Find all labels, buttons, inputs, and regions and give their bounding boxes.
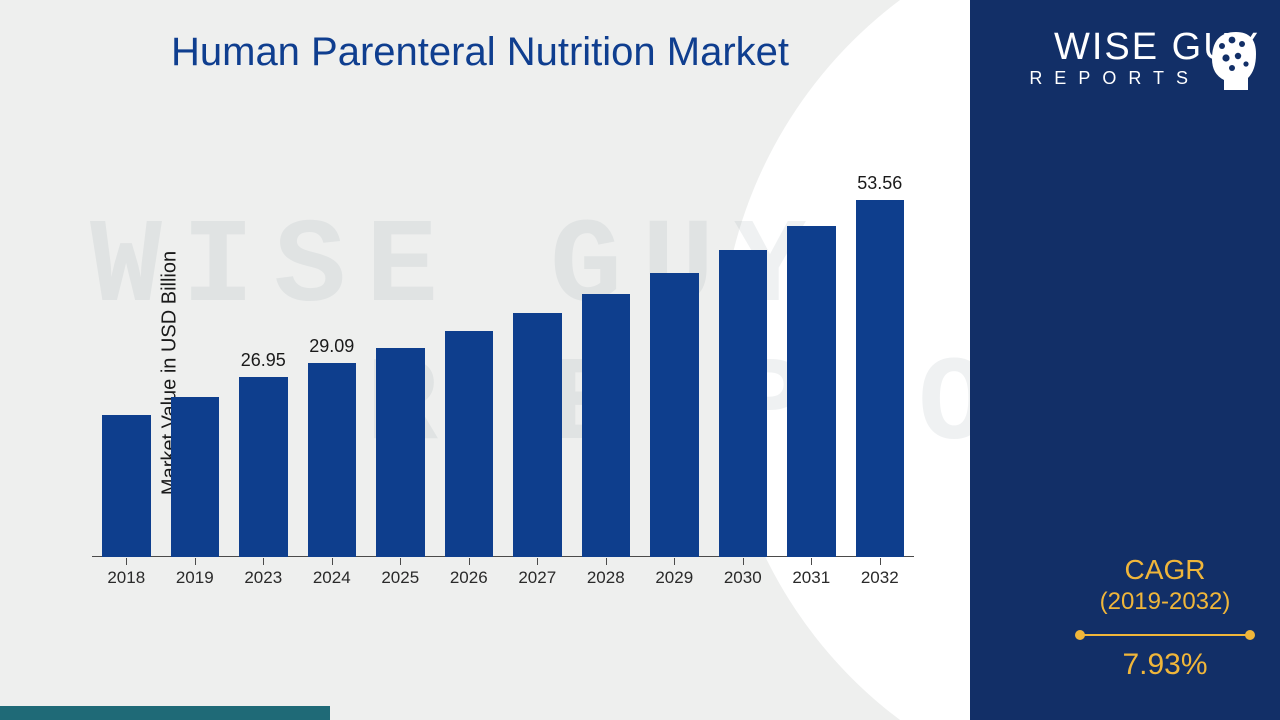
cagr-label: CAGR [1050, 554, 1280, 586]
chart-title: Human Parenteral Nutrition Market [0, 30, 960, 75]
cagr-divider [1080, 634, 1250, 636]
bar [171, 397, 220, 557]
bar-value-label: 29.09 [309, 336, 354, 357]
bar-wrap [650, 273, 699, 557]
x-tick: 2026 [445, 558, 494, 588]
bar-wrap: 53.56 [856, 200, 905, 557]
x-tick: 2032 [856, 558, 905, 588]
bars-container: 26.95 29.09 53.56 [98, 158, 908, 557]
x-tick: 2029 [650, 558, 699, 588]
bar-value-label: 26.95 [241, 350, 286, 371]
bar [582, 294, 631, 557]
bar [719, 250, 768, 557]
bar-wrap [376, 348, 425, 557]
cagr-value: 7.93% [1050, 648, 1280, 682]
bar [102, 415, 151, 557]
bar-wrap [171, 397, 220, 557]
bar [239, 377, 288, 557]
bar [308, 363, 357, 557]
bar [650, 273, 699, 557]
brand-logo: WISE GUY REPORTS [990, 28, 1260, 89]
bar [787, 226, 836, 557]
x-tick: 2025 [376, 558, 425, 588]
bar-wrap [719, 250, 768, 557]
bar [445, 331, 494, 557]
x-tick: 2018 [102, 558, 151, 588]
x-tick: 2024 [308, 558, 357, 588]
bar-wrap [513, 313, 562, 557]
bottom-strip [0, 706, 330, 720]
x-tick: 2027 [513, 558, 562, 588]
logo-sub-text: REPORTS [990, 68, 1200, 89]
bar-wrap [445, 331, 494, 557]
bar [376, 348, 425, 557]
plot-area: 26.95 29.09 53.56 [98, 158, 908, 558]
x-tick: 2023 [239, 558, 288, 588]
x-axis-ticks: 2018 2019 2023 2024 2025 2026 2027 2028 2029 2030… [98, 558, 908, 588]
bar-value-label: 53.56 [857, 173, 902, 194]
bar-wrap: 26.95 [239, 377, 288, 557]
bar-chart: Market Value in USD Billion 26.9529.0953… [88, 158, 908, 588]
cagr-range: (2019-2032) [1050, 588, 1280, 616]
x-tick: 2030 [719, 558, 768, 588]
bar-wrap: 29.09 [308, 363, 357, 557]
cagr-block: CAGR (2019-2032) 7.93% [1050, 554, 1280, 682]
bar-wrap [787, 226, 836, 557]
bar-wrap [102, 415, 151, 557]
x-tick: 2019 [171, 558, 220, 588]
bar [856, 200, 905, 557]
x-tick: 2031 [787, 558, 836, 588]
bar-wrap [582, 294, 631, 557]
x-tick: 2028 [582, 558, 631, 588]
bar [513, 313, 562, 557]
head-icon [1202, 24, 1260, 94]
